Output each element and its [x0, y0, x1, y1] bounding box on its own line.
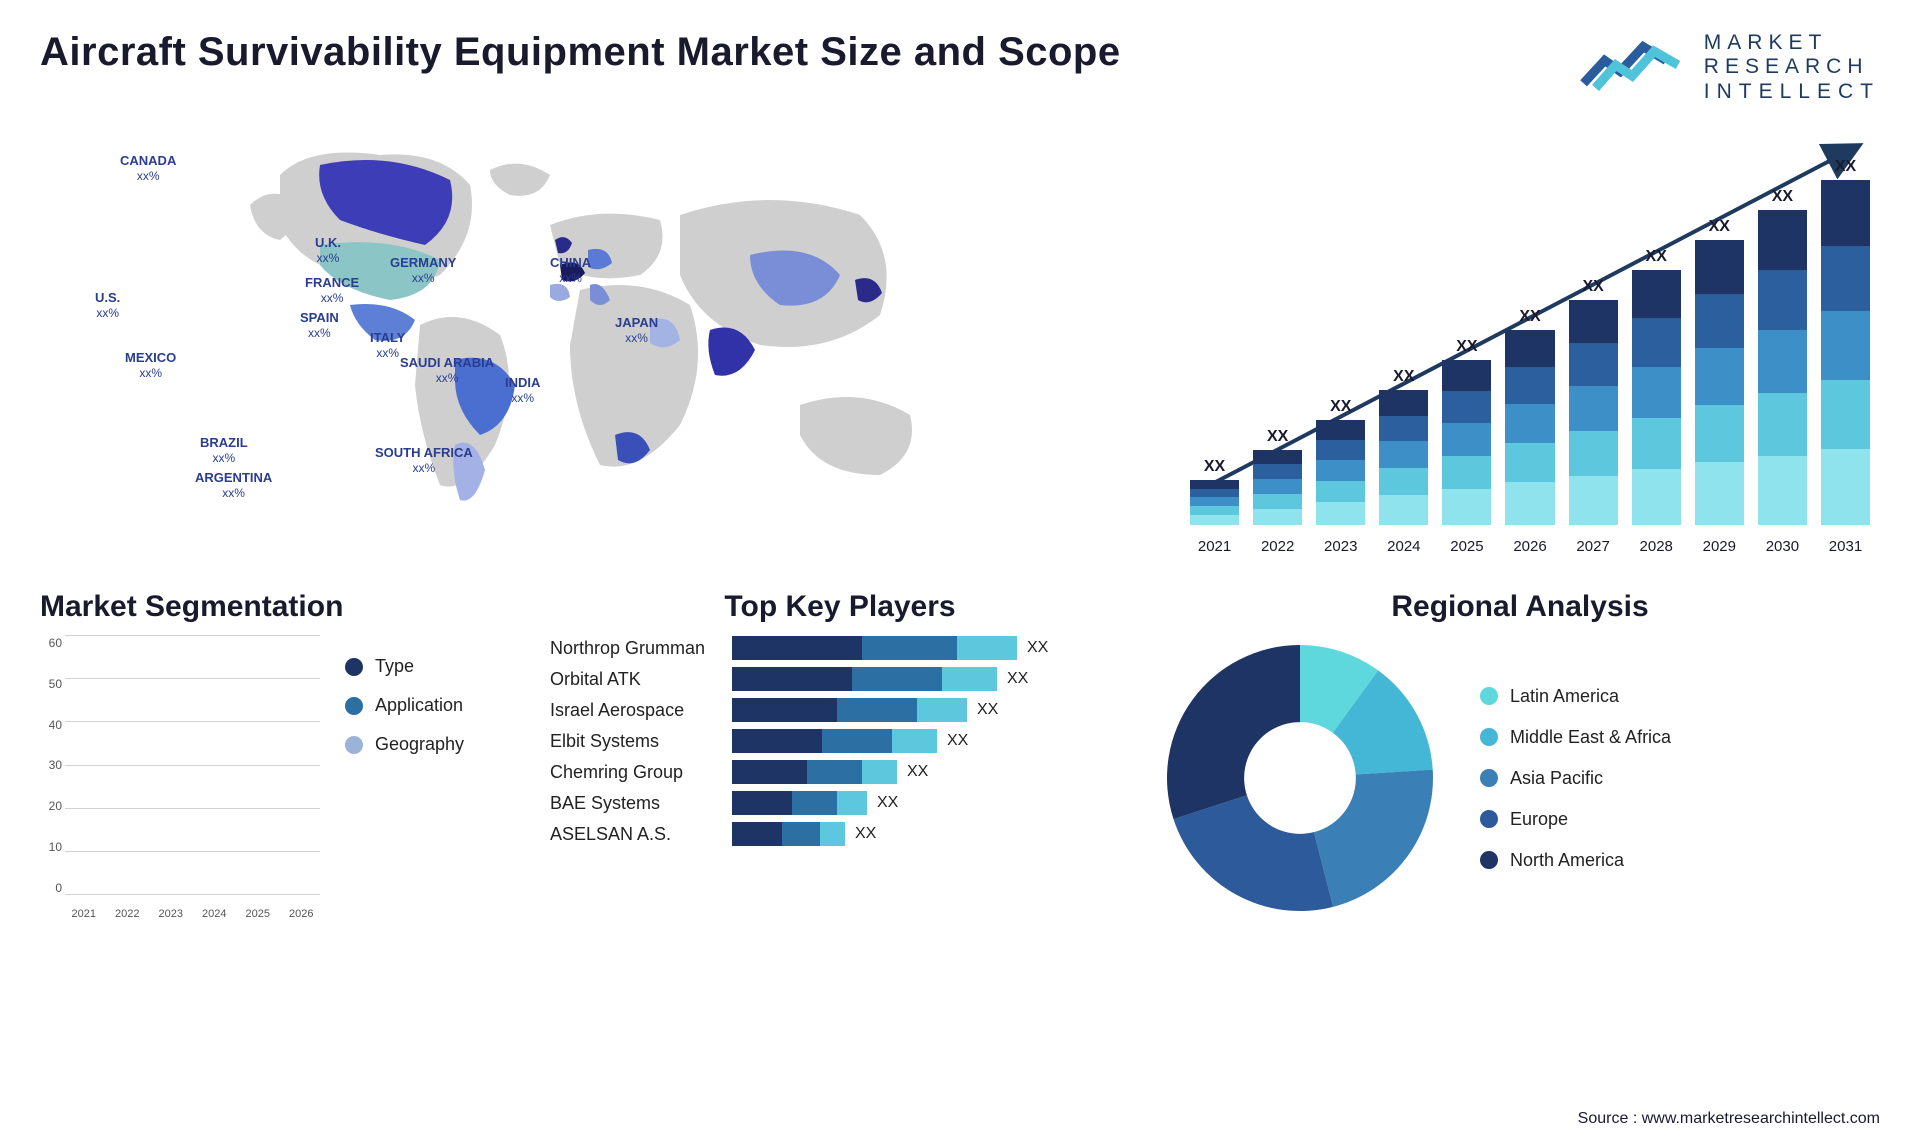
- logo-mark-icon: [1579, 30, 1689, 105]
- brand-logo: MARKET RESEARCH INTELLECT: [1579, 30, 1880, 105]
- growth-bar: XX: [1379, 368, 1428, 525]
- legend-item: Asia Pacific: [1480, 768, 1671, 789]
- source-attribution: Source : www.marketresearchintellect.com: [1578, 1110, 1880, 1128]
- donut-segment: [1174, 795, 1334, 911]
- legend-item: Middle East & Africa: [1480, 727, 1671, 748]
- segmentation-panel: Market Segmentation 6050403020100 202120…: [40, 590, 520, 920]
- logo-text-3: INTELLECT: [1704, 80, 1880, 104]
- legend-item: Latin America: [1480, 686, 1671, 707]
- map-label: U.K.xx%: [315, 235, 341, 265]
- donut-segment: [1314, 770, 1433, 907]
- map-label: ARGENTINAxx%: [195, 470, 272, 500]
- segmentation-title: Market Segmentation: [40, 590, 520, 624]
- growth-bar: XX: [1695, 218, 1744, 525]
- map-label: SOUTH AFRICAxx%: [375, 445, 473, 475]
- legend-item: Europe: [1480, 809, 1671, 830]
- map-label: FRANCExx%: [305, 275, 359, 305]
- regional-panel: Regional Analysis Latin America Middle Ea…: [1160, 590, 1880, 920]
- map-label: U.S.xx%: [95, 290, 120, 320]
- player-row: ASELSAN A.S.XX: [550, 822, 1130, 846]
- map-label: MEXICOxx%: [125, 350, 176, 380]
- player-row: Chemring GroupXX: [550, 760, 1130, 784]
- legend-item: Geography: [345, 734, 464, 755]
- growth-bar: XX: [1821, 158, 1870, 525]
- map-label: SPAINxx%: [300, 310, 339, 340]
- map-label: SAUDI ARABIAxx%: [400, 355, 494, 385]
- logo-text-2: RESEARCH: [1704, 55, 1880, 79]
- player-row: Elbit SystemsXX: [550, 729, 1130, 753]
- growth-bar: XX: [1442, 338, 1491, 525]
- segmentation-chart: 6050403020100 202120222023202420252026: [40, 636, 320, 920]
- map-label: BRAZILxx%: [200, 435, 248, 465]
- legend-item: North America: [1480, 850, 1671, 871]
- growth-bar: XX: [1190, 458, 1239, 525]
- regional-donut-chart: [1160, 638, 1440, 918]
- page-title: Aircraft Survivability Equipment Market …: [40, 30, 1121, 75]
- map-label: CHINAxx%: [550, 255, 591, 285]
- growth-bar: XX: [1253, 428, 1302, 525]
- players-title: Top Key Players: [550, 590, 1130, 624]
- donut-segment: [1167, 645, 1300, 819]
- player-row: BAE SystemsXX: [550, 791, 1130, 815]
- map-label: GERMANYxx%: [390, 255, 456, 285]
- regional-title: Regional Analysis: [1160, 590, 1880, 624]
- legend-item: Type: [345, 656, 464, 677]
- logo-text-1: MARKET: [1704, 31, 1880, 55]
- growth-bar: XX: [1758, 188, 1807, 525]
- segmentation-legend: Type Application Geography: [345, 636, 464, 920]
- player-row: Northrop GrummanXX: [550, 636, 1130, 660]
- growth-bar: XX: [1316, 398, 1365, 525]
- player-row: Israel AerospaceXX: [550, 698, 1130, 722]
- regional-legend: Latin America Middle East & Africa Asia Pa…: [1480, 686, 1671, 871]
- growth-bar: XX: [1632, 248, 1681, 525]
- growth-bar-chart: XXXXXXXXXXXXXXXXXXXXXX 20212022202320242…: [1180, 125, 1880, 555]
- world-map: CANADAxx% U.S.xx% MEXICOxx% BRAZILxx% ARGENT…: [40, 125, 1140, 555]
- players-chart: Northrop GrummanXX Orbital ATKXX Israel Ae…: [550, 636, 1130, 846]
- map-label: JAPANxx%: [615, 315, 658, 345]
- map-label: CANADAxx%: [120, 153, 176, 183]
- growth-bar: XX: [1505, 308, 1554, 525]
- legend-item: Application: [345, 695, 464, 716]
- players-panel: Top Key Players Northrop GrummanXX Orbita…: [550, 590, 1130, 920]
- map-label: INDIAxx%: [505, 375, 540, 405]
- growth-bar: XX: [1569, 278, 1618, 525]
- player-row: Orbital ATKXX: [550, 667, 1130, 691]
